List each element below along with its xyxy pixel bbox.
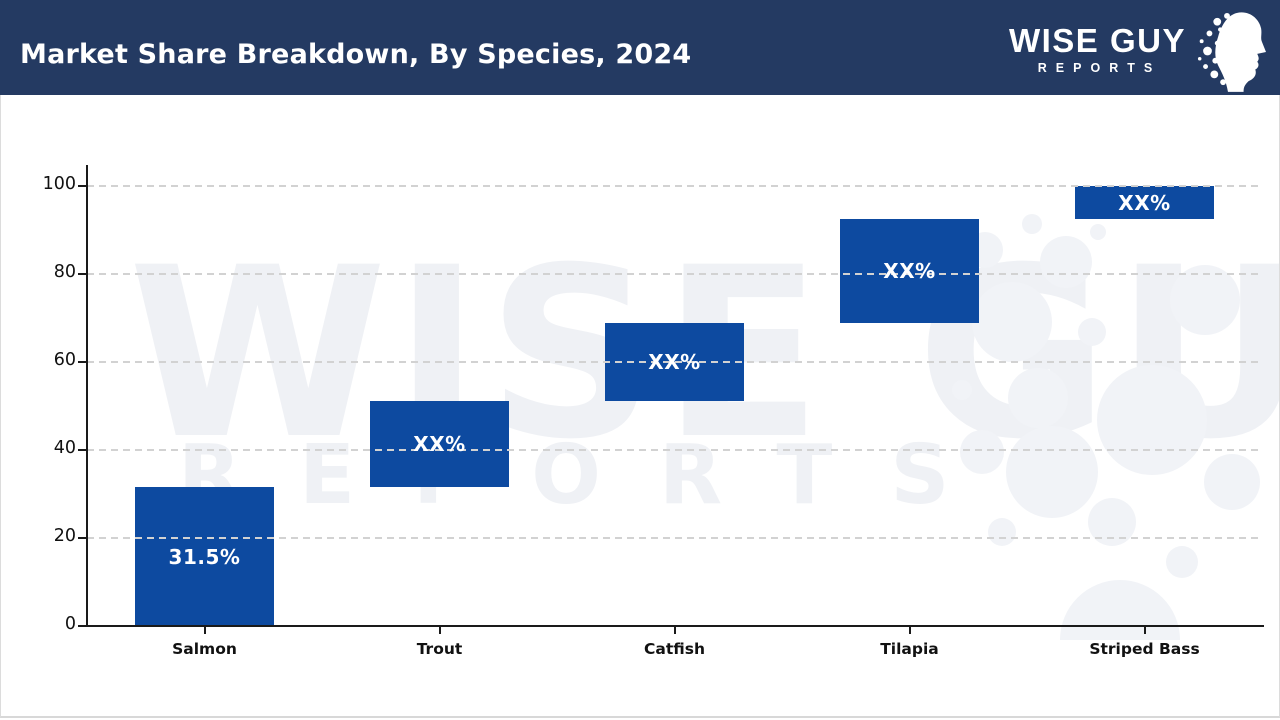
y-tick-0 (78, 625, 86, 627)
bar-value-label-trout: XX% (413, 432, 466, 457)
x-tick-tilapia (908, 627, 911, 634)
bar-salmon (135, 487, 274, 626)
brand-logo-text: WISE GUY REPORTS (1009, 24, 1186, 75)
y-tick-80 (78, 273, 86, 275)
header-bar: Market Share Breakdown, By Species, 2024… (0, 0, 1280, 95)
bar-tilapia (840, 219, 979, 323)
y-tick-20 (78, 537, 86, 539)
gridline-20 (87, 537, 1262, 539)
x-category-label-striped-bass: Striped Bass (1089, 640, 1200, 658)
x-axis-line (86, 625, 1264, 627)
bar-value-label-tilapia: XX% (883, 258, 936, 283)
y-tick-60 (78, 361, 86, 363)
x-category-label-salmon: Salmon (172, 640, 237, 658)
bar-trout (370, 400, 509, 488)
brand-subname: REPORTS (1037, 61, 1162, 76)
page-title: Market Share Breakdown, By Species, 2024 (20, 39, 692, 70)
y-tick-40 (78, 449, 86, 451)
gridline-60 (87, 361, 1262, 363)
gridline-40 (87, 449, 1262, 451)
gridline-80 (87, 273, 1262, 275)
x-category-label-catfish: Catfish (644, 640, 705, 658)
y-tick-label-80: 80 (53, 262, 76, 282)
x-tick-salmon (203, 627, 206, 634)
x-tick-striped-bass (1143, 627, 1146, 634)
x-category-label-trout: Trout (416, 640, 463, 658)
y-tick-label-60: 60 (53, 350, 76, 370)
watermark-text-line2: REPORTS (178, 428, 1008, 523)
y-tick-100 (78, 185, 86, 187)
bar-striped-bass (1075, 186, 1214, 219)
y-axis-line (86, 165, 88, 627)
x-tick-trout (438, 627, 441, 634)
x-category-label-tilapia: Tilapia (880, 640, 939, 658)
bar-value-label-salmon: 31.5% (168, 544, 241, 569)
gridline-100 (87, 185, 1262, 187)
bar-value-label-striped-bass: XX% (1118, 190, 1171, 215)
head-profile-icon (1197, 11, 1266, 92)
x-tick-catfish (673, 627, 676, 634)
y-tick-label-40: 40 (53, 438, 76, 458)
y-tick-label-100: 100 (42, 174, 76, 194)
bar-value-label-catfish: XX% (648, 349, 701, 374)
y-tick-label-0: 0 (64, 614, 76, 634)
brand-name: WISE GUY (1008, 22, 1186, 60)
brand-logo: WISE GUY REPORTS (1009, 4, 1266, 92)
y-tick-label-20: 20 (53, 526, 76, 546)
